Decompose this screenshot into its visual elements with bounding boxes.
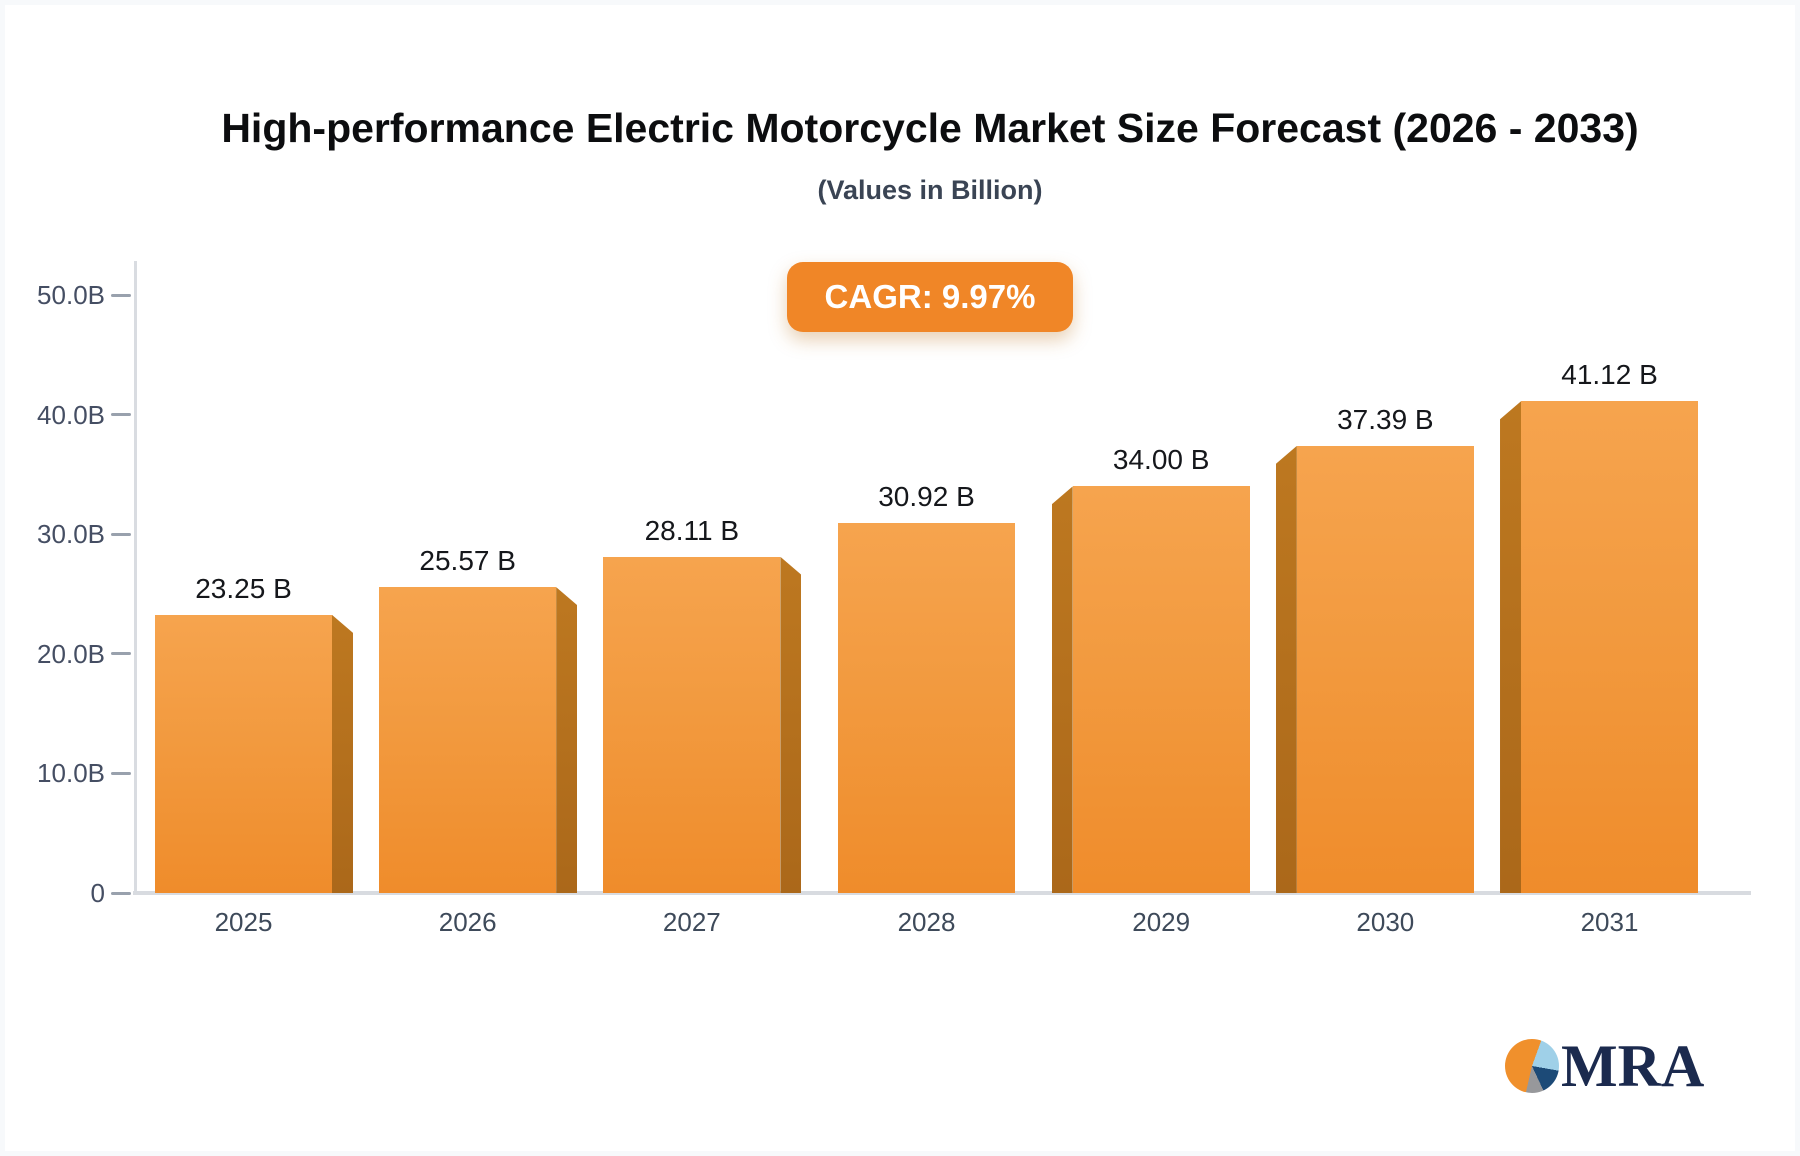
bar-value-label-2031: 41.12 B: [1561, 359, 1658, 391]
plot-area: 0 10.0B 20.0B 30.0B 40.0B 50.0B 23.25 B 2025 25.…: [5, 5, 1795, 1151]
pie-chart-logo-icon: [1505, 1039, 1559, 1093]
y-tick-label: 0: [90, 878, 105, 908]
bar-2026[interactable]: [379, 587, 557, 893]
bar-2027[interactable]: [603, 556, 781, 893]
bar-value-label-2029: 34.00 B: [1112, 444, 1210, 476]
x-axis-label-2025: 2025: [214, 907, 273, 937]
bar-side-face-2026: [556, 587, 578, 893]
bar-side-face-2025: [332, 614, 353, 893]
y-tick-mark: [111, 652, 131, 656]
x-axis-label-2029: 2029: [1132, 907, 1191, 937]
bar-value-label-2025: 23.25 B: [195, 572, 292, 604]
bar-side-face-2027: [780, 556, 802, 893]
y-axis-line: [134, 261, 137, 893]
x-axis-label-2027: 2027: [662, 907, 721, 937]
bar-value-label-2027: 28.11 B: [644, 514, 740, 546]
x-axis-label-2031: 2031: [1580, 907, 1639, 937]
y-tick-mark: [111, 293, 131, 297]
chart-title: High-performance Electric Motorcycle Mar…: [221, 105, 1639, 151]
y-tick-mark: [111, 891, 131, 895]
bar-side-face-2029: [1051, 486, 1073, 893]
chart-subtitle: (Values in Billion): [817, 175, 1043, 205]
cagr-badge: CAGR: 9.97%: [786, 262, 1074, 332]
bar-value-label-2030: 37.39 B: [1337, 403, 1434, 435]
bar-2030[interactable]: [1296, 445, 1474, 893]
y-tick-mark: [111, 532, 131, 536]
bar-2029[interactable]: [1072, 486, 1250, 893]
badge-row: CAGR: 9.97%: [135, 262, 1725, 332]
y-tick-label: 20.0B: [37, 638, 105, 669]
x-axis-label-2026: 2026: [438, 907, 497, 937]
y-tick-label: 50.0B: [37, 280, 105, 310]
bar-side-face-2030: [1275, 445, 1297, 893]
bar-value-label-2026: 25.57 B: [419, 545, 516, 577]
x-axis-label-2030: 2030: [1356, 907, 1415, 937]
y-tick-label: 10.0B: [37, 758, 105, 789]
bar-2031[interactable]: [1521, 401, 1699, 893]
bar-side-face-2031: [1500, 401, 1522, 893]
bar-2028[interactable]: [838, 523, 1015, 893]
bar-2025[interactable]: [155, 614, 332, 893]
y-tick-label: 40.0B: [37, 399, 105, 430]
x-axis-label-2028: 2028: [897, 907, 956, 937]
x-axis-baseline: [133, 891, 1751, 895]
bar-value-label-2028: 30.92 B: [878, 481, 975, 513]
y-tick-mark: [111, 413, 131, 417]
y-tick-label: 30.0B: [37, 519, 105, 550]
logo-text: MRA: [1561, 1033, 1705, 1099]
y-tick-mark: [111, 771, 131, 775]
brand-logo: MRA: [1505, 1033, 1705, 1099]
